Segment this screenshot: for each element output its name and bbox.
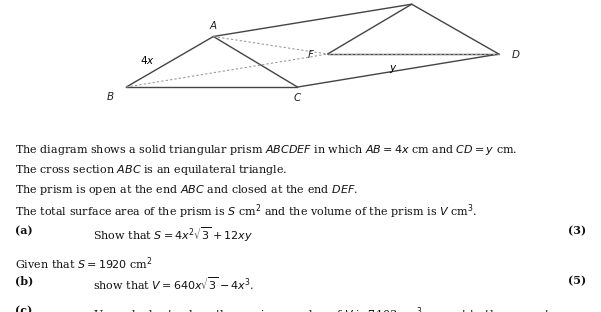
Text: The cross section $ABC$ is an equilateral triangle.: The cross section $ABC$ is an equilatera…	[15, 163, 287, 177]
Text: $D$: $D$	[511, 48, 520, 60]
Text: The prism is open at the end $ABC$ and closed at the end $DEF$.: The prism is open at the end $ABC$ and c…	[15, 183, 358, 197]
Text: Given that $S = 1920$ cm$^2$: Given that $S = 1920$ cm$^2$	[15, 255, 153, 272]
Text: $y$: $y$	[389, 63, 398, 75]
Text: (3): (3)	[568, 225, 586, 236]
Text: The diagram shows a solid triangular prism $ABCDEF$ in which $AB = 4x$ cm and $C: The diagram shows a solid triangular pri…	[15, 143, 517, 157]
Text: $A$: $A$	[209, 19, 218, 31]
Text: The total surface area of the prism is $S$ cm$^2$ and the volume of the prism is: The total surface area of the prism is $…	[15, 203, 477, 222]
Text: (c): (c)	[15, 305, 32, 312]
Text: (5): (5)	[568, 275, 586, 286]
Text: (b): (b)	[15, 275, 33, 286]
Text: show that $V = 640x\sqrt{3} - 4x^3$.: show that $V = 640x\sqrt{3} - 4x^3$.	[93, 275, 255, 292]
Text: $F$: $F$	[308, 48, 316, 60]
Text: $B$: $B$	[106, 90, 114, 102]
Text: $C$: $C$	[293, 91, 302, 103]
Text: (a): (a)	[15, 225, 32, 236]
Text: Use calculus to show the maximum value of $V$ is 7103 cm$^3$ correct to the near: Use calculus to show the maximum value o…	[93, 305, 551, 312]
Text: $4x$: $4x$	[140, 54, 154, 66]
Text: Show that $S = 4x^2\sqrt{3} + 12xy$: Show that $S = 4x^2\sqrt{3} + 12xy$	[93, 225, 253, 244]
